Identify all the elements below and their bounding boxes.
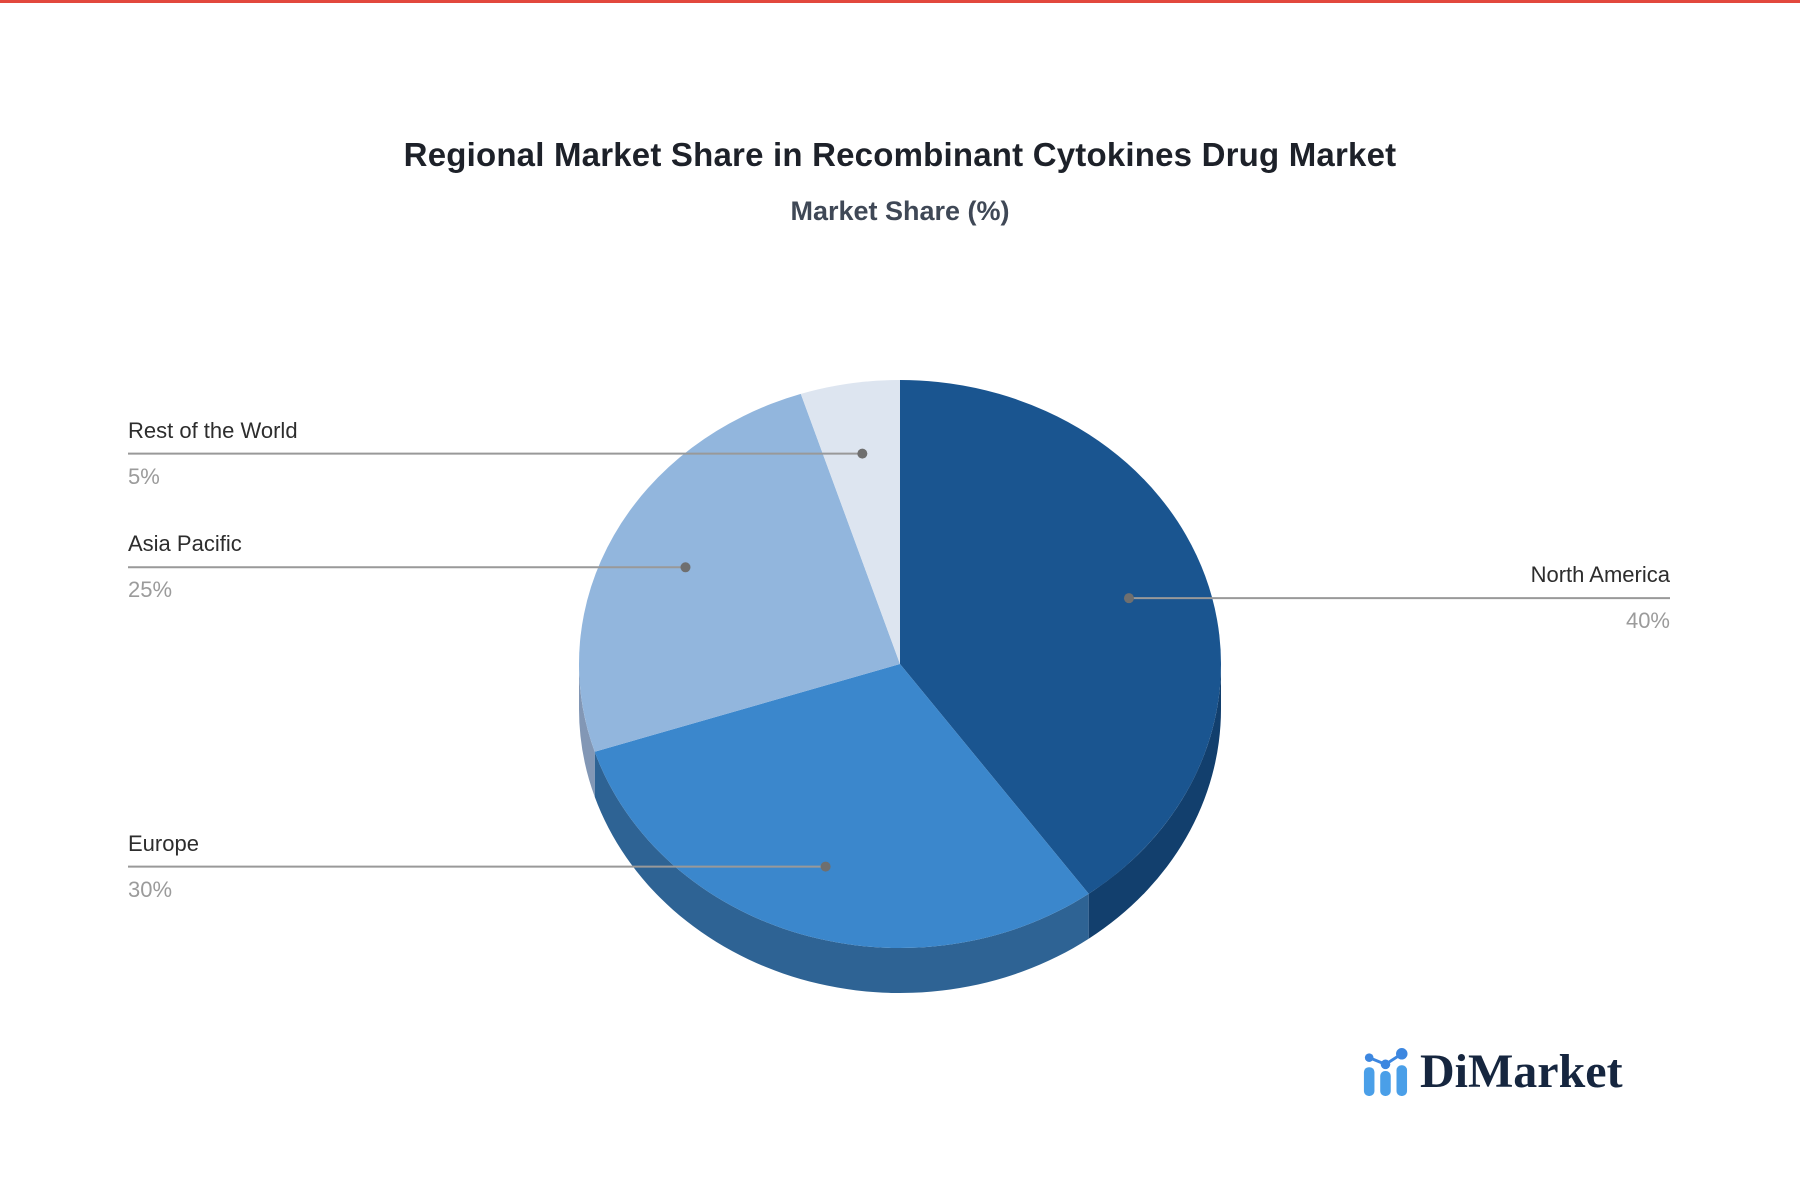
top-edge-line (0, 0, 1800, 3)
leader-dot-asia-pacific (680, 562, 691, 573)
chart-subtitle: Market Share (%) (790, 196, 1010, 226)
pie-side-asia-pacific (579, 664, 595, 797)
pie-side-europe (594, 751, 1089, 993)
pie-slice-north-america[interactable] (900, 380, 1222, 894)
pie-slice-asia-pacific[interactable] (579, 393, 900, 752)
pie-side-north-america (1088, 664, 1221, 939)
dimarket-logo: DiMarket (1362, 1038, 1623, 1106)
pie-slice-europe[interactable] (594, 664, 1089, 949)
leader-dot-rest-of-the-world (857, 448, 868, 459)
pct-europe: 30% (128, 876, 173, 902)
pct-asia-pacific: 25% (128, 577, 173, 603)
dimarket-logo-text: DiMarket (1420, 1045, 1623, 1098)
pie-slice-rest-of-the-world[interactable] (800, 380, 900, 664)
label-asia-pacific: Asia Pacific (128, 531, 242, 557)
leader-dot-north-america (1123, 593, 1134, 604)
label-north-america: North America (1530, 562, 1670, 588)
leader-dot-europe (820, 861, 831, 872)
pct-north-america: 40% (1625, 608, 1670, 634)
chart-title: Regional Market Share in Recombinant Cyt… (403, 136, 1397, 173)
label-rest-of-the-world: Rest of the World (128, 417, 298, 443)
bar-line-chart-icon (1363, 1048, 1408, 1096)
pct-rest-of-the-world: 5% (128, 463, 160, 489)
label-europe: Europe (128, 830, 199, 856)
